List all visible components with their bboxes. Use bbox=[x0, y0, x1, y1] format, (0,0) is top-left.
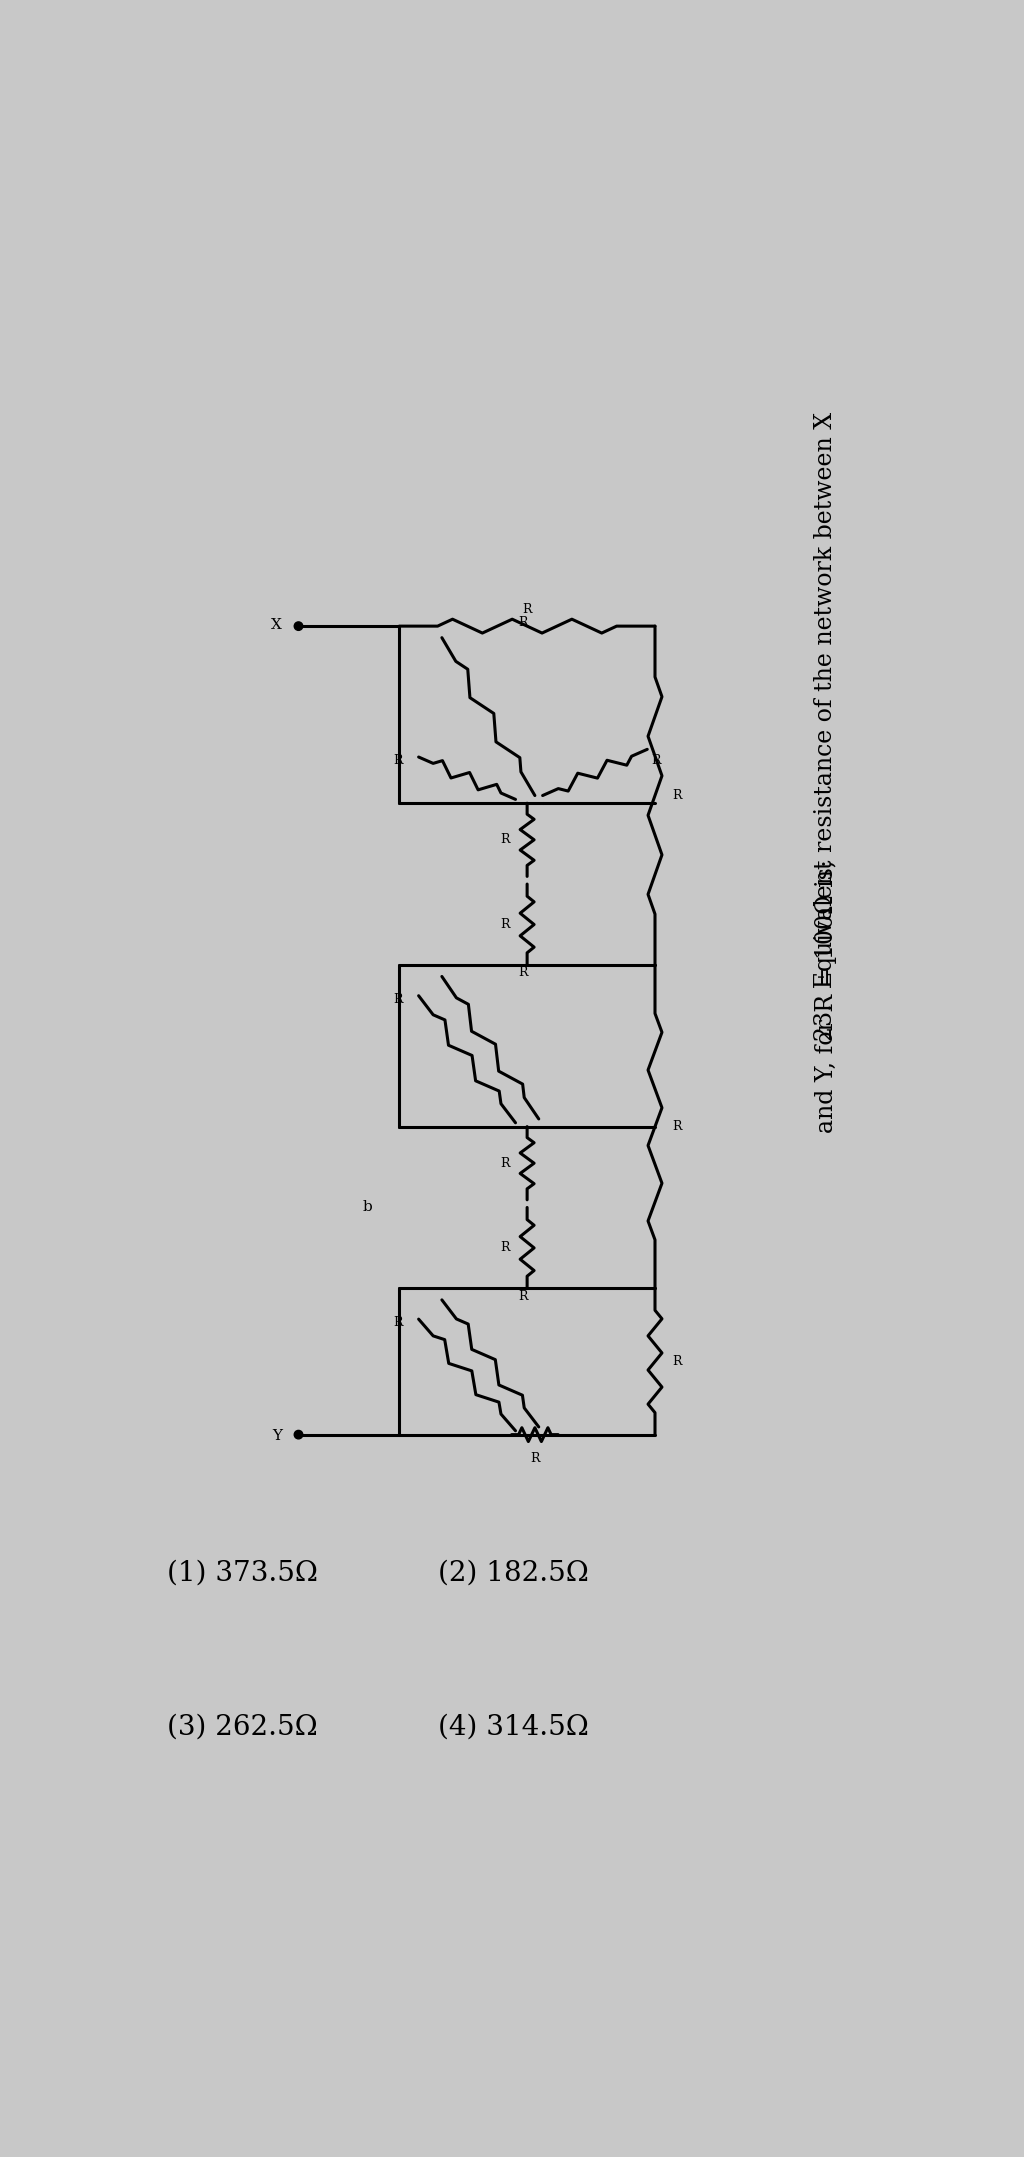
Text: b: b bbox=[362, 1201, 372, 1214]
Text: and Y, for R = 100Ω is;: and Y, for R = 100Ω is; bbox=[814, 858, 837, 1132]
Text: (1) 373.5Ω: (1) 373.5Ω bbox=[167, 1560, 317, 1588]
Text: R: R bbox=[501, 919, 510, 932]
Text: (3) 262.5Ω: (3) 262.5Ω bbox=[167, 1713, 317, 1741]
Text: R: R bbox=[518, 615, 528, 630]
Text: R: R bbox=[672, 789, 682, 802]
Text: R: R bbox=[393, 1316, 403, 1329]
Text: R: R bbox=[672, 1355, 682, 1368]
Text: 23.  Equivalent resistance of the network between X: 23. Equivalent resistance of the network… bbox=[814, 412, 837, 1042]
Text: R: R bbox=[393, 992, 403, 1005]
Text: R: R bbox=[501, 1156, 510, 1169]
Text: R: R bbox=[501, 1242, 510, 1255]
Circle shape bbox=[294, 621, 303, 630]
Circle shape bbox=[294, 1430, 303, 1439]
Text: R: R bbox=[522, 602, 531, 615]
Text: Y: Y bbox=[271, 1430, 282, 1443]
Text: X: X bbox=[271, 617, 283, 632]
Text: R: R bbox=[672, 1119, 682, 1132]
Text: R: R bbox=[651, 755, 660, 768]
Text: R: R bbox=[501, 833, 510, 846]
Text: R: R bbox=[518, 966, 528, 979]
Text: (2) 182.5Ω: (2) 182.5Ω bbox=[438, 1560, 589, 1588]
Text: (4) 314.5Ω: (4) 314.5Ω bbox=[438, 1713, 589, 1741]
Text: R: R bbox=[393, 755, 403, 768]
Text: R: R bbox=[518, 1290, 528, 1303]
Text: R: R bbox=[530, 1452, 540, 1465]
